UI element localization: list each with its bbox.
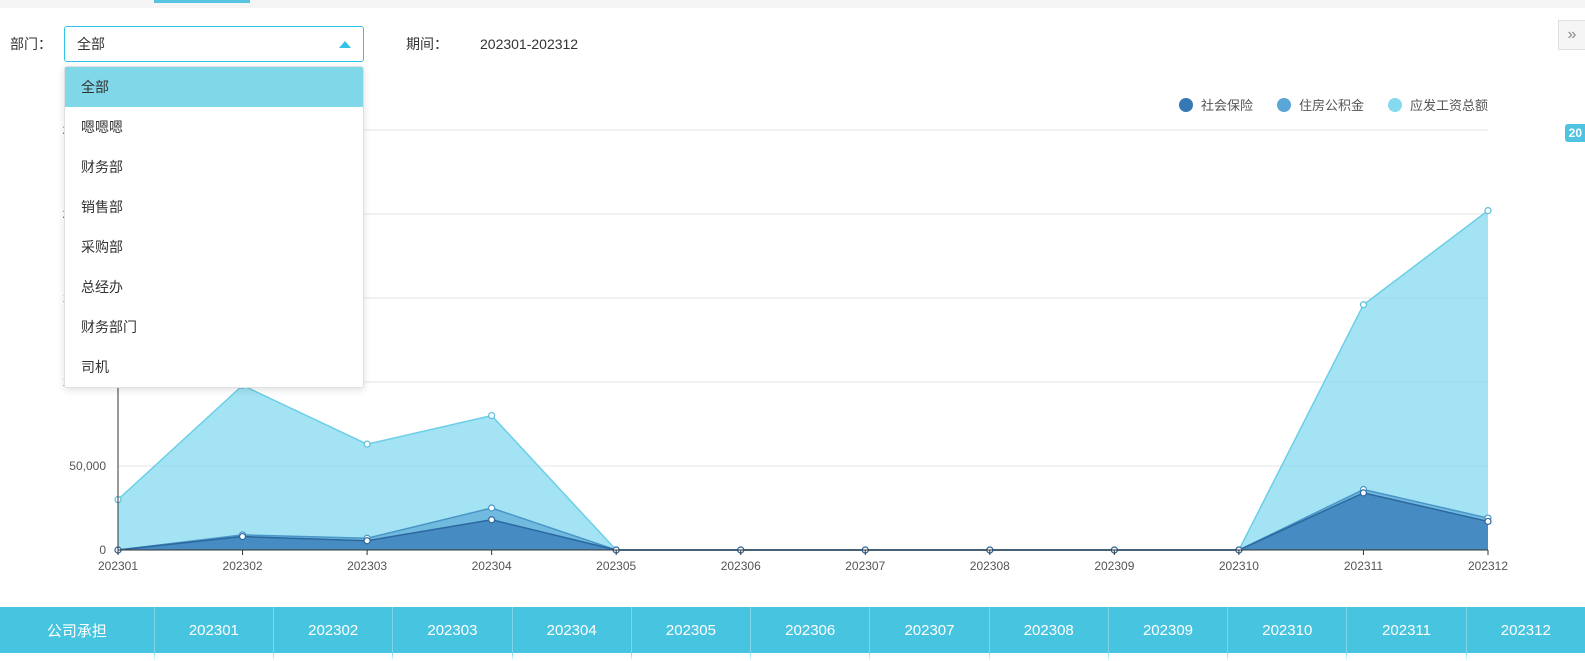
period-value: 202301-202312 [480,36,578,52]
dept-select-value: 全部 [77,34,105,54]
dept-option[interactable]: 全部 [65,67,363,107]
table-header-cell: 202306 [751,607,870,661]
filter-row: 部门： 全部 全部嗯嗯嗯财务部销售部采购部总经办财务部门司机 期间： 20230… [0,8,1585,62]
svg-text:202308: 202308 [970,559,1010,573]
period-label: 期间： [406,34,448,54]
right-badge: 20 [1565,124,1585,142]
table-header-cell: 202309 [1109,607,1228,661]
legend-label: 应发工资总额 [1410,95,1488,114]
svg-text:50,000: 50,000 [69,459,106,473]
dept-option[interactable]: 采购部 [65,227,363,267]
table-header-cell: 202308 [990,607,1109,661]
table-header-cell: 202301 [155,607,274,661]
dept-label: 部门： [10,34,52,54]
svg-text:202306: 202306 [721,559,761,573]
svg-text:202310: 202310 [1219,559,1259,573]
dept-dropdown: 全部嗯嗯嗯财务部销售部采购部总经办财务部门司机 [64,66,364,388]
svg-text:202305: 202305 [596,559,636,573]
svg-text:202309: 202309 [1094,559,1134,573]
legend-label: 社会保险 [1201,95,1253,114]
table-header-cell: 202310 [1228,607,1347,661]
legend-dot-icon [1388,98,1402,112]
svg-text:202312: 202312 [1468,559,1508,573]
svg-text:202311: 202311 [1344,559,1383,573]
table-header-cell: 202302 [274,607,393,661]
dept-option[interactable]: 销售部 [65,187,363,227]
table-header-cell: 202303 [393,607,512,661]
dept-option[interactable]: 嗯嗯嗯 [65,107,363,147]
dept-option[interactable]: 总经办 [65,267,363,307]
svg-text:0: 0 [99,543,106,557]
table-header-cell: 202312 [1467,607,1585,661]
legend-dot-icon [1179,98,1193,112]
svg-text:202302: 202302 [223,559,263,573]
legend-dot-icon [1277,98,1291,112]
svg-text:202303: 202303 [347,559,387,573]
top-accent-bar [0,0,1585,8]
dept-option[interactable]: 司机 [65,347,363,387]
svg-text:202304: 202304 [472,559,512,573]
legend-item[interactable]: 住房公积金 [1277,95,1364,114]
chart-legend: 社会保险 住房公积金 应发工资总额 [1179,95,1488,114]
dept-option[interactable]: 财务部 [65,147,363,187]
svg-text:202307: 202307 [845,559,885,573]
dept-select[interactable]: 全部 [64,26,364,62]
dept-option[interactable]: 财务部门 [65,307,363,347]
table-header-cell: 202304 [513,607,632,661]
legend-item[interactable]: 社会保险 [1179,95,1253,114]
dept-dropdown-list[interactable]: 全部嗯嗯嗯财务部销售部采购部总经办财务部门司机 [65,67,363,387]
svg-text:202301: 202301 [98,559,138,573]
table-header-cell: 公司承担 [0,607,155,661]
table-header-cell: 202307 [870,607,989,661]
dept-select-wrap: 全部 全部嗯嗯嗯财务部销售部采购部总经办财务部门司机 [64,26,364,62]
chevron-up-icon [339,41,351,48]
table-header-cell: 202311 [1347,607,1466,661]
legend-label: 住房公积金 [1299,95,1364,114]
legend-item[interactable]: 应发工资总额 [1388,95,1488,114]
table-header-cell: 202305 [632,607,751,661]
table-header-row: 公司承担202301202302202303202304202305202306… [0,605,1585,661]
